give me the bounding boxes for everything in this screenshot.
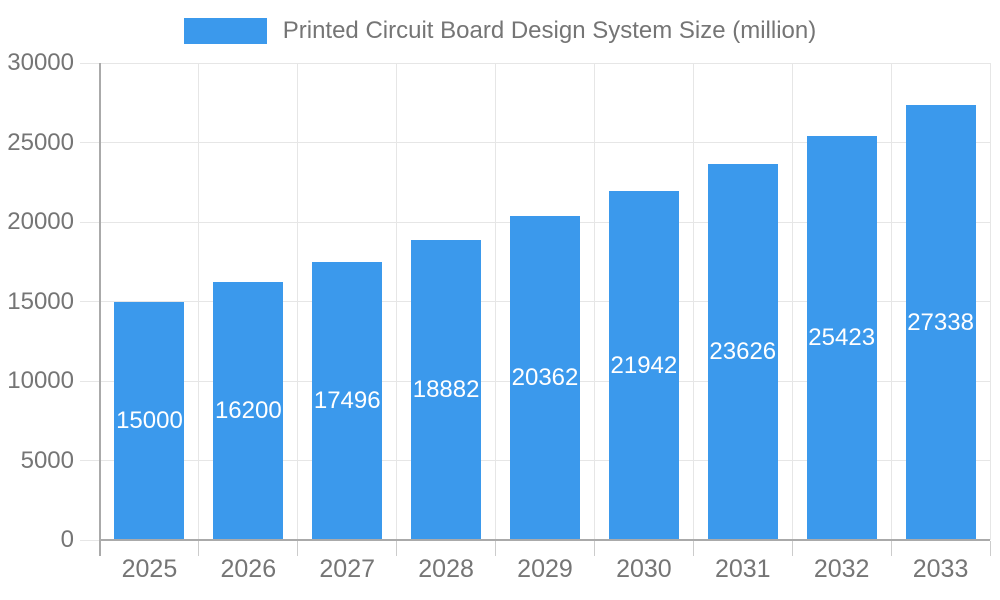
legend-label: Printed Circuit Board Design System Size… [282, 17, 817, 44]
horizontal-gridline [80, 142, 990, 143]
y-axis-tick-label: 20000 [7, 208, 74, 235]
y-axis-line [99, 63, 101, 556]
bar-2028[interactable]: 18882 [411, 239, 482, 540]
bar-slot: 20362 [496, 63, 595, 540]
bar-slot: 18882 [397, 63, 496, 540]
x-axis-tick-label: 2027 [319, 555, 376, 583]
y-axis-tick-label: 0 [60, 526, 74, 553]
bar-2029[interactable]: 20362 [510, 216, 580, 540]
bar-value-label: 16200 [214, 397, 282, 425]
x-axis-tick-label: 2031 [714, 555, 771, 583]
vertical-gridline [495, 63, 497, 540]
x-axis-tick-label: 2030 [616, 555, 672, 583]
bar-slot: 15000 [100, 63, 199, 540]
x-axis-line [100, 539, 990, 541]
bar-value-label: 27338 [907, 308, 974, 336]
vertical-gridline [297, 63, 299, 540]
x-axis-tick-label: 2025 [121, 555, 178, 583]
vertical-gridline [593, 63, 595, 540]
bar-2033[interactable]: 27338 [905, 105, 976, 540]
bar-value-label: 20362 [511, 364, 579, 392]
bar-2032[interactable]: 25423 [806, 135, 877, 540]
bar-slot: 23626 [693, 63, 792, 540]
vertical-gridline [791, 63, 793, 540]
bar-value-label: 23626 [709, 338, 777, 366]
vertical-gridline [692, 63, 694, 540]
x-axis-tick-label: 2032 [813, 555, 870, 583]
y-axis-tick-label: 10000 [7, 367, 74, 394]
bar-2026[interactable]: 16200 [213, 282, 284, 540]
y-axis-tick [80, 539, 100, 541]
x-axis-tick [495, 541, 497, 556]
legend-swatch [183, 18, 267, 44]
bar-value-label: 25423 [808, 323, 876, 351]
y-axis-tick-label: 5000 [20, 446, 74, 474]
bar-slot: 21942 [594, 63, 693, 540]
bar-slot: 27338 [891, 63, 990, 540]
bar-slot: 17496 [298, 63, 397, 540]
x-axis-tick [692, 541, 694, 556]
x-axis-tick [198, 541, 200, 556]
bar-value-label: 21942 [610, 351, 678, 379]
x-axis-tick-label: 2026 [220, 555, 277, 583]
bar-2030[interactable]: 21942 [608, 191, 679, 540]
x-axis-tick [791, 541, 793, 556]
horizontal-gridline [80, 62, 990, 64]
y-axis-tick-label: 30000 [7, 49, 74, 76]
bar-value-label: 18882 [412, 375, 480, 403]
x-axis-tick [989, 541, 991, 556]
x-axis-tick-label: 2028 [418, 555, 474, 583]
chart-legend[interactable]: Printed Circuit Board Design System Size… [0, 17, 1000, 45]
vertical-gridline [396, 63, 398, 540]
x-axis-tick [593, 541, 595, 556]
bar-value-label: 15000 [116, 406, 183, 434]
vertical-gridline [989, 63, 991, 540]
x-axis-tick [297, 541, 299, 556]
x-axis-tick-label: 2029 [517, 555, 573, 583]
vertical-gridline [198, 63, 200, 540]
bar-2031[interactable]: 23626 [707, 164, 778, 540]
bar-slot: 16200 [199, 63, 298, 540]
x-axis-tick [890, 541, 892, 556]
bar-value-label: 17496 [313, 386, 381, 414]
x-axis-tick [396, 541, 398, 556]
bar-2027[interactable]: 17496 [312, 261, 383, 540]
y-axis-tick-label: 15000 [7, 287, 74, 315]
bar-2025[interactable]: 15000 [114, 301, 185, 540]
x-axis-tick-label: 2033 [912, 555, 969, 583]
vertical-gridline [890, 63, 892, 540]
bar-slot: 25423 [792, 63, 891, 540]
y-axis-tick-label: 25000 [7, 128, 74, 156]
plot-area: 15000 16200 17496 18882 20362 21942 23626 25423… [100, 63, 990, 540]
